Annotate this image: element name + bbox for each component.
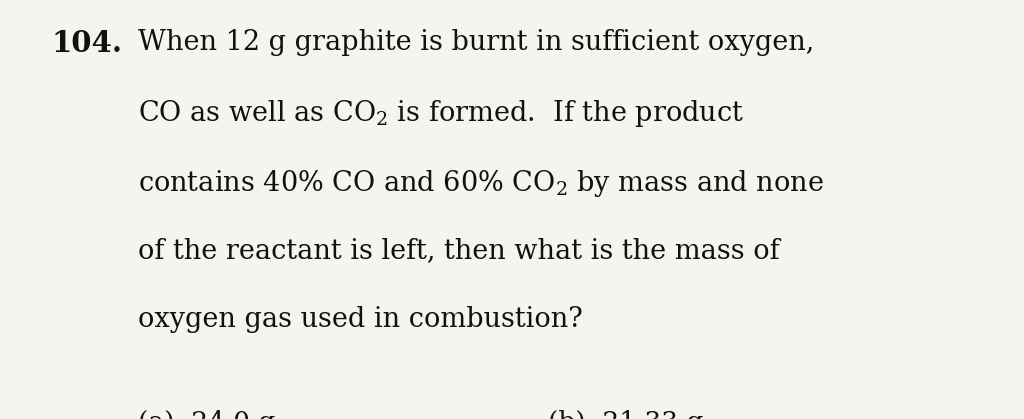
Text: of the reactant is left, then what is the mass of: of the reactant is left, then what is th… bbox=[138, 237, 780, 264]
Text: CO as well as CO$_2$ is formed.  If the product: CO as well as CO$_2$ is formed. If the p… bbox=[138, 98, 744, 129]
Text: contains 40% CO and 60% CO$_2$ by mass and none: contains 40% CO and 60% CO$_2$ by mass a… bbox=[138, 168, 824, 199]
Text: (a)  24.0 g: (a) 24.0 g bbox=[138, 410, 275, 419]
Text: 104.: 104. bbox=[51, 29, 122, 58]
Text: When 12 g graphite is burnt in sufficient oxygen,: When 12 g graphite is burnt in sufficien… bbox=[138, 29, 814, 56]
Text: (b)  21.33 g: (b) 21.33 g bbox=[548, 410, 703, 419]
Text: oxygen gas used in combustion?: oxygen gas used in combustion? bbox=[138, 306, 583, 333]
